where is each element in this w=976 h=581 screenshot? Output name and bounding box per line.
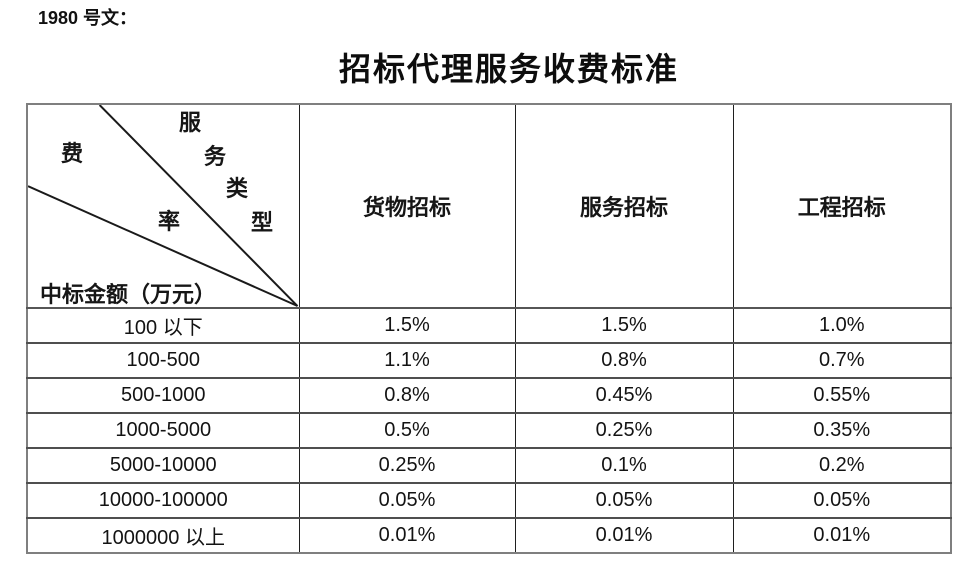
corner-header-cell: 服 务 类 型 费 率 中标金额（万元） <box>26 103 300 309</box>
fee-value-cell: 1.5% <box>514 307 734 343</box>
fee-value-cell: 0.5% <box>298 412 516 448</box>
fee-value-cell: 1.0% <box>732 307 952 343</box>
table-row: 1000-5000 0.5% 0.25% 0.35% <box>26 412 952 448</box>
fee-value-cell: 0.35% <box>732 412 952 448</box>
amount-range-cell: 10000-100000 <box>26 482 300 518</box>
amount-range-cell: 100-500 <box>26 342 300 378</box>
table-row: 100 以下 1.5% 1.5% 1.0% <box>26 307 952 343</box>
amount-range-cell: 500-1000 <box>26 377 300 413</box>
fee-value-cell: 0.01% <box>298 517 516 553</box>
fee-value-cell: 1.1% <box>298 342 516 378</box>
fee-value-cell: 0.2% <box>732 447 952 483</box>
fee-value-cell: 1.5% <box>298 307 516 343</box>
doc-number-label: 1980 号文： <box>38 8 138 28</box>
amount-axis-label: 中标金额（万元） <box>40 282 217 307</box>
fee-value-cell: 0.45% <box>514 377 734 413</box>
diagonal-split-lines <box>28 105 299 307</box>
table-row: 500-1000 0.8% 0.45% 0.55% <box>26 377 952 413</box>
table-row: 5000-10000 0.25% 0.1% 0.2% <box>26 447 952 483</box>
amount-range-cell: 1000000 以上 <box>26 517 300 553</box>
fee-value-cell: 0.7% <box>732 342 952 378</box>
fee-rate-char: 率 <box>158 209 181 234</box>
fee-value-cell: 0.8% <box>298 377 516 413</box>
fee-value-cell: 0.05% <box>514 482 734 518</box>
table-row: 1000000 以上 0.01% 0.01% 0.01% <box>26 517 952 553</box>
amount-range-cell: 100 以下 <box>26 307 300 343</box>
service-type-char: 务 <box>204 144 227 169</box>
header-row: 服 务 类 型 费 率 中标金额（万元） 货物招标 服务招标 工程招标 <box>26 103 952 309</box>
column-header-goods-bidding: 货物招标 <box>298 103 516 309</box>
fee-value-cell: 0.25% <box>514 412 734 448</box>
corner-cell-content: 服 务 类 型 费 率 中标金额（万元） <box>28 105 299 307</box>
fee-value-cell: 0.01% <box>732 517 952 553</box>
column-header-engineering-bidding: 工程招标 <box>732 103 952 309</box>
fee-value-cell: 0.25% <box>298 447 516 483</box>
column-header-service-bidding: 服务招标 <box>514 103 734 309</box>
fee-value-cell: 0.1% <box>514 447 734 483</box>
fee-value-cell: 0.55% <box>732 377 952 413</box>
page-title: 招标代理服务收费标准 <box>338 51 679 87</box>
fee-value-cell: 0.05% <box>732 482 952 518</box>
fee-value-cell: 0.01% <box>514 517 734 553</box>
amount-range-cell: 5000-10000 <box>26 447 300 483</box>
fee-value-cell: 0.05% <box>298 482 516 518</box>
fee-standard-table: 服 务 类 型 费 率 中标金额（万元） 货物招标 服务招标 工程招标 100 … <box>26 103 952 554</box>
table-row: 10000-100000 0.05% 0.05% 0.05% <box>26 482 952 518</box>
amount-range-cell: 1000-5000 <box>26 412 300 448</box>
table-row: 100-500 1.1% 0.8% 0.7% <box>26 342 952 378</box>
service-type-char: 服 <box>179 110 202 135</box>
service-type-char: 型 <box>251 210 274 235</box>
fee-rate-char: 费 <box>61 141 84 166</box>
fee-value-cell: 0.8% <box>514 342 734 378</box>
service-type-char: 类 <box>226 176 249 201</box>
